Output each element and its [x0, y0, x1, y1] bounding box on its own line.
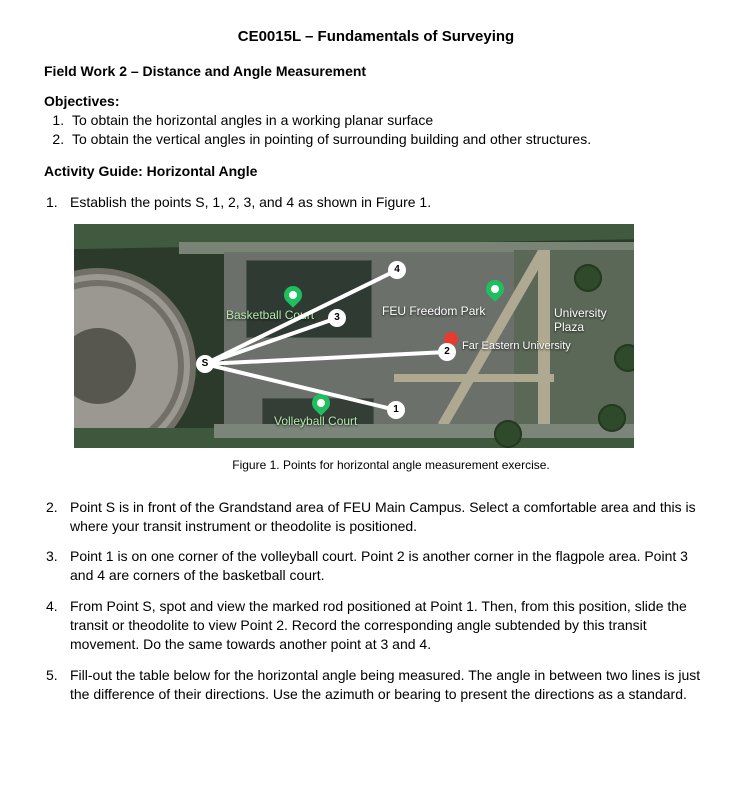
- fieldwork-title: Field Work 2 – Distance and Angle Measur…: [44, 63, 708, 79]
- step-text: Point S is in front of the Grandstand ar…: [70, 498, 708, 536]
- step-text: Establish the points S, 1, 2, 3, and 4 a…: [70, 193, 708, 212]
- step-1: 1. Establish the points S, 1, 2, 3, and …: [44, 193, 708, 212]
- step-text: From Point S, spot and view the marked r…: [70, 597, 708, 654]
- step-number: 3.: [44, 547, 70, 585]
- step-2: 2. Point S is in front of the Grandstand…: [44, 498, 708, 536]
- step-number: 5.: [44, 666, 70, 704]
- objective-item: To obtain the horizontal angles in a wor…: [68, 111, 708, 130]
- step-number: 4.: [44, 597, 70, 654]
- objectives-heading: Objectives:: [44, 93, 708, 109]
- document-page: CE0015L – Fundamentals of Surveying Fiel…: [0, 0, 752, 736]
- steps-list-cont: 2. Point S is in front of the Grandstand…: [44, 498, 708, 704]
- survey-point-s: S: [196, 355, 214, 373]
- figure-caption: Figure 1. Points for horizontal angle me…: [74, 458, 708, 472]
- survey-point-1: 1: [387, 401, 405, 419]
- step-text: Point 1 is on one corner of the volleyba…: [70, 547, 708, 585]
- survey-lines: [74, 224, 634, 448]
- steps-list: 1. Establish the points S, 1, 2, 3, and …: [44, 193, 708, 212]
- objective-item: To obtain the vertical angles in pointin…: [68, 130, 708, 149]
- figure-1: Basketball Court Volleyball Court FEU Fr…: [74, 224, 708, 472]
- step-4: 4. From Point S, spot and view the marke…: [44, 597, 708, 654]
- step-5: 5. Fill-out the table below for the hori…: [44, 666, 708, 704]
- step-number: 1.: [44, 193, 70, 212]
- step-3: 3. Point 1 is on one corner of the volle…: [44, 547, 708, 585]
- aerial-map: Basketball Court Volleyball Court FEU Fr…: [74, 224, 634, 448]
- survey-point-3: 3: [328, 309, 346, 327]
- step-number: 2.: [44, 498, 70, 536]
- survey-point-2: 2: [438, 343, 456, 361]
- activity-heading: Activity Guide: Horizontal Angle: [44, 163, 708, 179]
- survey-point-4: 4: [388, 261, 406, 279]
- step-text: Fill-out the table below for the horizon…: [70, 666, 708, 704]
- objectives-list: To obtain the horizontal angles in a wor…: [68, 111, 708, 149]
- course-title: CE0015L – Fundamentals of Surveying: [44, 28, 708, 45]
